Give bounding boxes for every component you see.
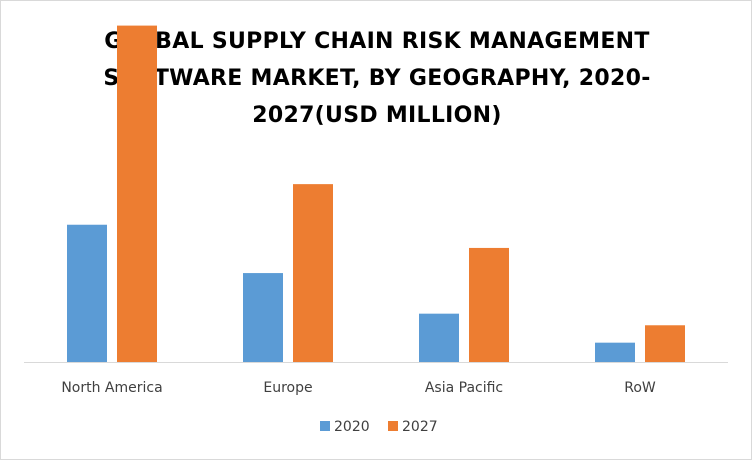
x-tick-label: RoW bbox=[624, 380, 656, 396]
bar-asia-pacific-2020 bbox=[419, 313, 459, 362]
x-tick-label: North America bbox=[61, 380, 162, 396]
bar-north-america-2027 bbox=[117, 25, 157, 362]
x-tick-label: Asia Pacific bbox=[425, 380, 503, 396]
plot-area bbox=[67, 25, 685, 362]
legend-label-2020: 2020 bbox=[334, 419, 370, 435]
bar-north-america-2020 bbox=[67, 224, 107, 362]
legend-swatch-2020 bbox=[320, 421, 330, 431]
bar-europe-2027 bbox=[293, 184, 333, 362]
bar-row-2020 bbox=[595, 342, 635, 362]
legend-swatch-2027 bbox=[388, 421, 398, 431]
bar-row-2027 bbox=[645, 325, 685, 362]
x-tick-label: Europe bbox=[263, 380, 312, 396]
legend-label-2027: 2027 bbox=[402, 419, 438, 435]
chart-title-line-3: 2027(USD MILLION) bbox=[252, 103, 502, 128]
bar-asia-pacific-2027 bbox=[469, 247, 509, 362]
chart-title-line-2: SOFTWARE MARKET, BY GEOGRAPHY, 2020- bbox=[103, 66, 651, 91]
legend: 2020 2027 bbox=[320, 419, 438, 435]
chart-title-line-1: GLOBAL SUPPLY CHAIN RISK MANAGEMENT bbox=[104, 29, 650, 54]
x-axis-labels: North America Europe Asia Pacific RoW bbox=[61, 380, 656, 396]
bar-europe-2020 bbox=[243, 273, 283, 362]
chart-title: GLOBAL SUPPLY CHAIN RISK MANAGEMENT SOFT… bbox=[61, 23, 693, 134]
